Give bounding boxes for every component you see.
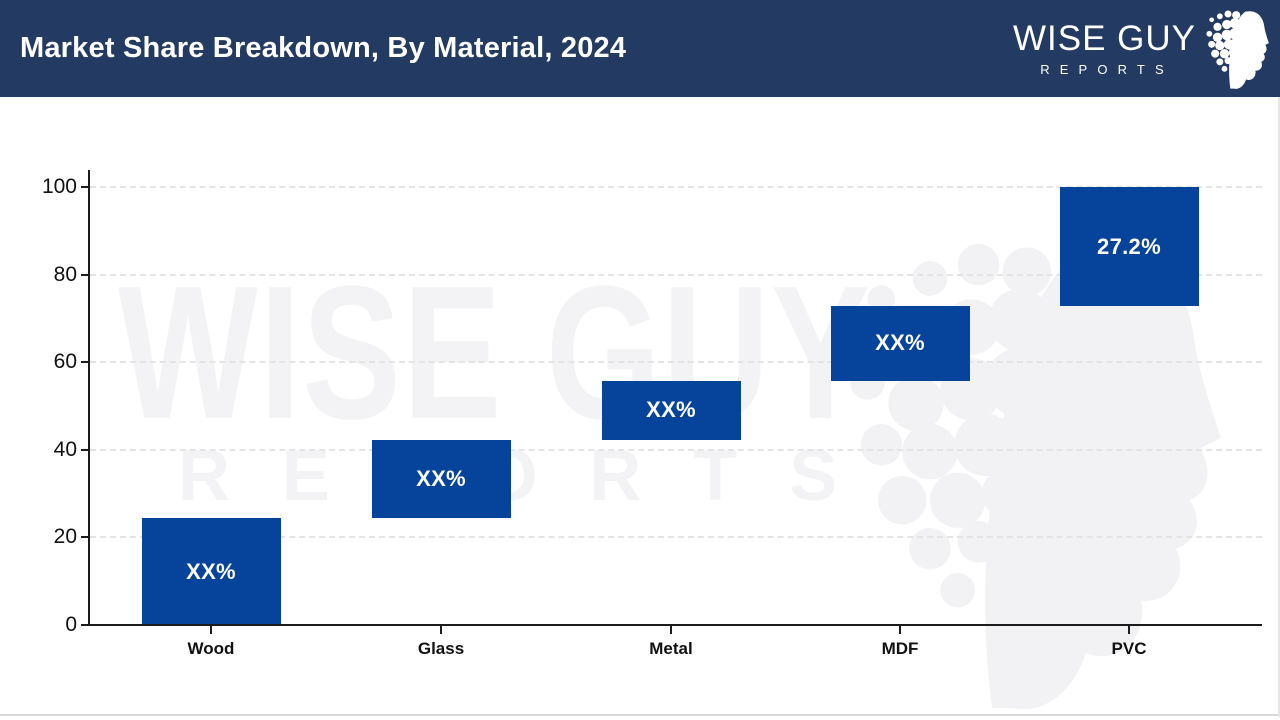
bar-glass: XX% <box>371 440 511 519</box>
logo-text: WISE GUY REPORTS <box>1013 21 1196 76</box>
y-tick-100 <box>81 186 89 188</box>
x-tick-mdf <box>899 626 901 634</box>
gridline-20 <box>90 536 1262 539</box>
bottom-hairline <box>0 714 1280 716</box>
y-tick-0 <box>81 624 89 626</box>
watermark-wordmark: WISE GUY <box>118 247 872 459</box>
bar-wood: XX% <box>141 518 281 625</box>
y-tick-label-60: 60 <box>53 350 77 374</box>
x-tick-metal <box>670 626 672 634</box>
page-title: Market Share Breakdown, By Material, 202… <box>20 32 627 64</box>
right-hairline <box>1278 97 1280 717</box>
y-tick-label-80: 80 <box>53 262 77 286</box>
header-bar: Market Share Breakdown, By Material, 202… <box>0 0 1280 97</box>
logo-subtitle: REPORTS <box>1040 62 1174 77</box>
x-category-label-glass: Glass <box>417 639 465 658</box>
y-tick-label-0: 0 <box>65 613 77 636</box>
bar-pvc: 27.2% <box>1059 187 1199 307</box>
x-axis-line <box>88 624 1262 626</box>
x-tick-wood <box>210 626 212 634</box>
bar-value-label-mdf: XX% <box>875 330 925 356</box>
bar-value-label-glass: XX% <box>416 466 466 492</box>
wise-guy-reports-logo: WISE GUY REPORTS <box>1013 7 1270 91</box>
y-tick-label-20: 20 <box>53 525 77 549</box>
x-category-label-metal: Metal <box>649 639 693 658</box>
y-tick-label-100: 100 <box>41 175 77 198</box>
y-tick-60 <box>81 361 89 364</box>
gridline-80 <box>90 273 1262 276</box>
y-axis-line <box>88 170 90 625</box>
y-tick-40 <box>81 448 89 451</box>
x-tick-glass <box>440 626 442 634</box>
bar-metal: XX% <box>601 380 741 441</box>
x-tick-pvc <box>1128 626 1130 634</box>
gridline-60 <box>90 361 1262 364</box>
x-category-label-mdf: MDF <box>881 639 919 658</box>
bar-mdf: XX% <box>830 306 970 381</box>
bar-value-label-wood: XX% <box>186 558 236 584</box>
y-tick-80 <box>81 273 89 276</box>
y-tick-label-40: 40 <box>53 437 77 461</box>
bar-value-label-metal: XX% <box>646 397 696 423</box>
gridline-40 <box>90 448 1262 451</box>
dotted-head-logo-icon <box>1206 10 1269 89</box>
logo-wordmark: WISE GUY <box>1012 19 1196 58</box>
gridline-100 <box>90 186 1262 188</box>
y-tick-20 <box>81 536 89 539</box>
x-category-label-wood: Wood <box>187 639 235 658</box>
x-category-label-pvc: PVC <box>1111 639 1147 658</box>
bar-value-label-pvc: 27.2% <box>1097 233 1161 259</box>
